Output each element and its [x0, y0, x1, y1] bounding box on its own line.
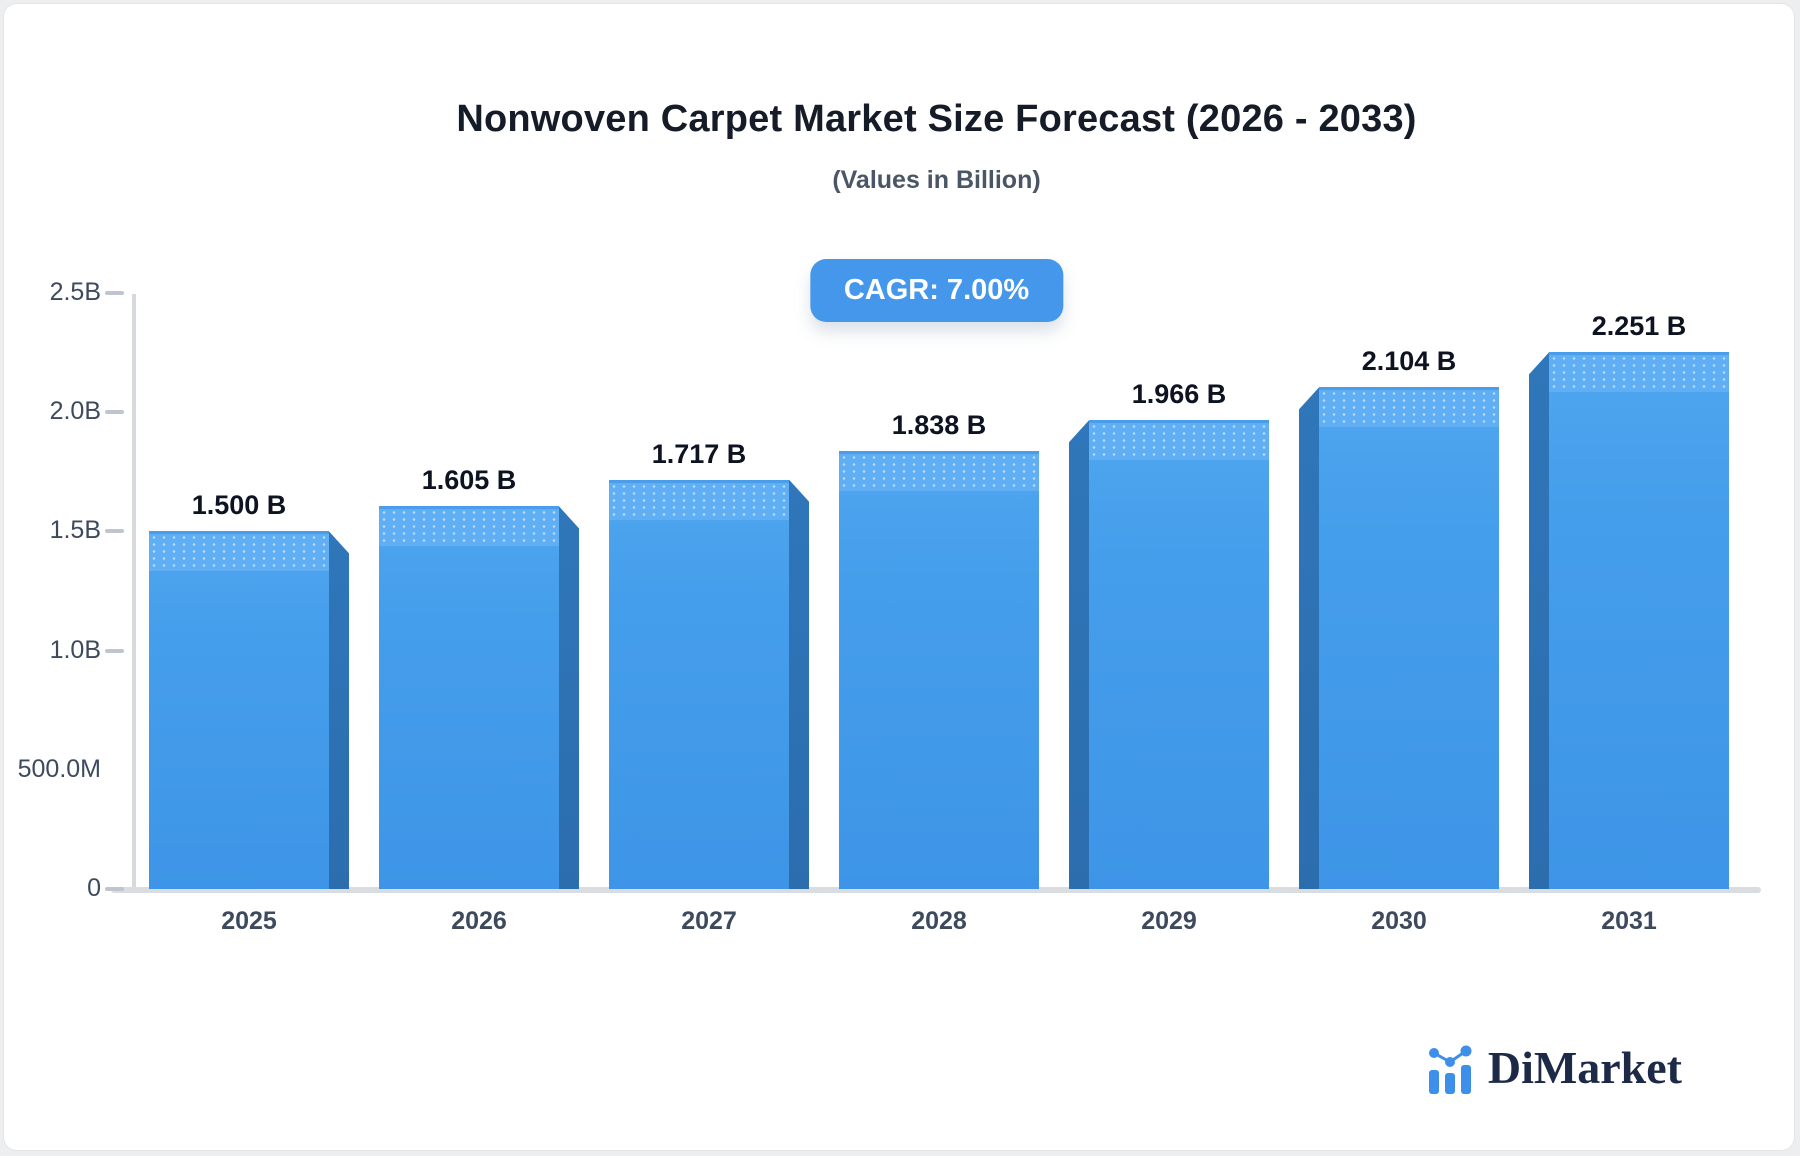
bar-face — [1549, 352, 1729, 889]
y-tick-mark — [105, 648, 124, 653]
bar-value-label: 1.966 B — [1131, 379, 1227, 410]
logo: DiMarket — [1426, 1040, 1682, 1094]
bar-side-face — [329, 531, 349, 889]
bar-face — [1089, 420, 1269, 889]
bar-2029: 1.966 B — [1069, 379, 1269, 889]
y-tick-mark — [105, 529, 124, 534]
bar-2030: 2.104 B — [1299, 346, 1499, 889]
x-tick-label-2030: 2030 — [1371, 907, 1427, 935]
x-tick-label-2025: 2025 — [221, 907, 277, 935]
bar-value-label: 1.500 B — [191, 490, 287, 521]
y-tick-label: 0 — [87, 874, 101, 902]
chart-card: Nonwoven Carpet Market Size Forecast (20… — [3, 3, 1795, 1151]
bar-value-label: 2.104 B — [1361, 346, 1457, 377]
y-tick-label: 2.0B — [49, 397, 101, 426]
x-axis-line — [111, 887, 1761, 893]
x-tick-label-2031: 2031 — [1601, 907, 1657, 935]
chart-subtitle: (Values in Billion) — [832, 166, 1041, 194]
y-tick-label: 1.0B — [49, 635, 101, 664]
bar-face — [1319, 387, 1499, 889]
x-tick-label-2029: 2029 — [1141, 907, 1197, 935]
bar-side-face — [1069, 420, 1089, 889]
bar-face — [149, 531, 329, 889]
bar-value-label: 1.838 B — [891, 409, 987, 440]
y-tick-label: 2.5B — [49, 278, 101, 306]
y-axis-line — [132, 294, 136, 890]
bar-2031: 2.251 B — [1529, 311, 1729, 889]
x-tick-label-2026: 2026 — [451, 907, 507, 935]
bar-side-face — [1299, 387, 1319, 889]
y-tick-label: 1.5B — [49, 516, 101, 545]
bar-2026: 1.605 B — [379, 465, 579, 889]
bar-2028: 1.838 B — [839, 410, 1039, 889]
bar-top-cap — [609, 479, 789, 520]
bar-top-cap — [379, 506, 559, 547]
bar-side-face — [559, 506, 579, 889]
bar-top-cap — [149, 531, 329, 572]
bar-top-cap — [1319, 387, 1499, 428]
bar-top-cap — [1549, 352, 1729, 393]
logo-text: DiMarket — [1487, 1042, 1682, 1094]
bar-value-label: 2.251 B — [1591, 311, 1687, 342]
cagr-badge: CAGR: 7.00% — [809, 259, 1064, 322]
chart-title: Nonwoven Carpet Market Size Forecast (20… — [456, 98, 1417, 140]
x-tick-label-2028: 2028 — [911, 907, 967, 935]
bar-face — [839, 450, 1039, 889]
bar-value-label: 1.717 B — [651, 438, 747, 469]
y-tick-mark — [105, 410, 124, 415]
bar-top-cap — [839, 450, 1039, 491]
bar-2025: 1.500 B — [149, 490, 349, 889]
y-tick-mark — [105, 291, 124, 295]
x-tick-label-2027: 2027 — [681, 907, 737, 935]
bar-top-cap — [1089, 420, 1269, 461]
bar-2027: 1.717 B — [609, 439, 809, 889]
bar-side-face — [789, 479, 809, 889]
bar-value-label: 1.605 B — [421, 465, 517, 496]
y-tick-label: 500.0M — [17, 754, 101, 783]
bar-face — [609, 479, 789, 889]
bar-face — [379, 506, 559, 889]
y-tick-mark — [105, 887, 124, 891]
bar-chart-logo-icon — [1428, 1045, 1472, 1094]
bar-side-face — [1529, 352, 1549, 889]
